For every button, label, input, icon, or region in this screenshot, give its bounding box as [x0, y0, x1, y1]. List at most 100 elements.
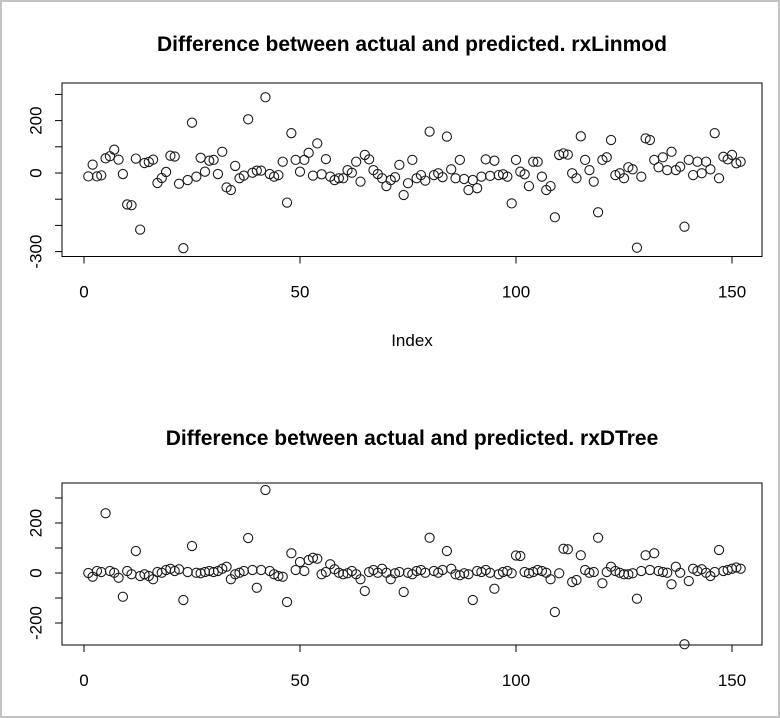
data-point [199, 166, 211, 177]
data-point [709, 128, 720, 139]
data-point [407, 154, 418, 166]
data-point [519, 566, 530, 578]
plot-box [61, 82, 763, 257]
data-point [554, 568, 565, 579]
data-point [169, 151, 180, 162]
data-point [571, 173, 582, 184]
data-point [515, 550, 526, 562]
data-point [592, 207, 604, 218]
data-point [679, 221, 690, 232]
data-point [653, 162, 664, 173]
data-point [169, 565, 180, 577]
data-point [277, 156, 288, 167]
data-point [338, 569, 349, 580]
data-point [649, 548, 660, 559]
data-point [307, 552, 319, 563]
y-tick-label: -200 [27, 606, 46, 640]
data-point [243, 114, 254, 125]
data-point [420, 175, 431, 186]
data-point [398, 189, 409, 201]
data-point [178, 243, 189, 254]
data-point [696, 168, 707, 179]
data-point [312, 138, 323, 149]
data-point [338, 173, 349, 184]
data-point [726, 563, 738, 574]
data-point [351, 156, 362, 167]
data-point [273, 570, 284, 582]
data-point [683, 154, 694, 166]
data-point [467, 174, 478, 186]
data-point [640, 550, 651, 561]
data-point [528, 156, 539, 167]
data-point [675, 161, 686, 172]
y-tick-label: -300 [27, 235, 46, 269]
data-point [588, 566, 599, 578]
data-point [139, 157, 150, 169]
data-point [446, 164, 457, 175]
data-point [523, 180, 535, 192]
data-point [212, 168, 224, 180]
data-point [463, 569, 474, 580]
data-point [299, 154, 310, 166]
data-point [230, 160, 241, 172]
data-point [506, 198, 517, 209]
data-point [117, 591, 129, 602]
y-tick-label: 0 [27, 168, 46, 177]
data-point [662, 567, 673, 578]
data-point [182, 174, 193, 186]
data-point [519, 169, 530, 180]
data-point [398, 586, 409, 598]
data-point [91, 171, 103, 182]
data-point [303, 147, 314, 158]
data-point [471, 183, 483, 194]
data-point [683, 575, 694, 587]
data-point [217, 146, 228, 157]
data-point [355, 176, 366, 187]
data-point [359, 585, 370, 597]
data-point [273, 169, 284, 181]
data-point [558, 148, 569, 159]
data-point [402, 178, 414, 189]
data-point [109, 144, 120, 155]
data-point [182, 566, 193, 578]
data-point [579, 154, 591, 166]
data-point [644, 564, 656, 576]
data-point [597, 578, 608, 589]
data-point [389, 172, 401, 183]
y-tick-label: 200 [27, 106, 46, 134]
data-point [467, 594, 478, 606]
y-tick-label: 0 [27, 568, 46, 577]
data-point [281, 596, 293, 608]
data-point [605, 134, 617, 146]
data-point [679, 639, 690, 650]
data-point [230, 569, 241, 580]
data-point [489, 155, 500, 166]
data-point [731, 562, 742, 573]
data-point [355, 574, 366, 585]
data-point [195, 152, 206, 163]
data-point [441, 545, 453, 557]
data-point [312, 553, 323, 564]
data-point [489, 583, 500, 594]
data-point [623, 569, 634, 580]
data-point [735, 563, 746, 574]
data-point [135, 224, 146, 235]
data-point [299, 565, 310, 577]
data-point [480, 154, 491, 165]
data-point [476, 171, 487, 182]
data-point [731, 158, 742, 169]
data-point [562, 544, 573, 555]
data-point [601, 152, 612, 163]
x-tick-label: 0 [79, 283, 88, 302]
data-point [277, 571, 288, 582]
plot-box [61, 482, 763, 646]
data-point [584, 164, 595, 176]
data-point [178, 594, 189, 606]
data-point [424, 126, 435, 137]
data-point [96, 170, 107, 181]
chart-title-rxdtree: Difference between actual and predicted.… [166, 427, 659, 450]
data-point [117, 168, 129, 180]
data-point [135, 570, 146, 582]
data-point [610, 565, 621, 577]
